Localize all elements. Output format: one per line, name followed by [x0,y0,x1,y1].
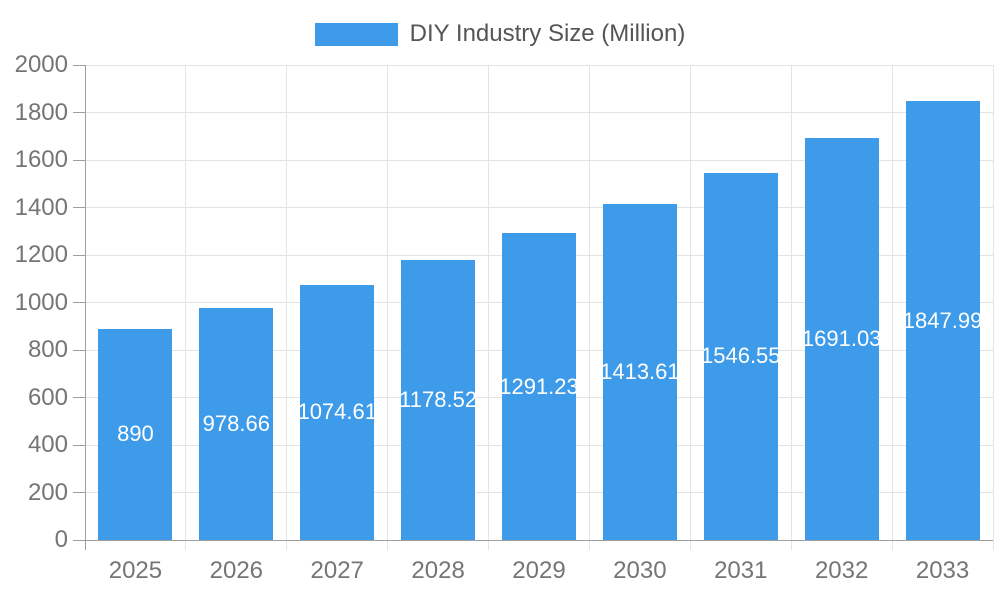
x-axis-label: 2030 [613,557,667,584]
x-gridline [790,65,792,550]
y-axis-label: 400 [27,431,68,458]
y-tick [73,349,85,351]
y-axis-label: 1000 [14,288,68,316]
bar-value-label: 1847.99 [905,307,980,333]
y-axis-label: 800 [27,336,68,363]
y-tick [73,444,85,446]
y-tick [73,159,85,161]
bar-value-label: 1413.61 [602,359,677,385]
x-axis-baseline [73,539,993,541]
y-axis-label: 1200 [14,241,68,268]
y-axis-label: 200 [27,478,68,506]
y-tick [73,492,85,493]
bar[interactable]: 1413.61 [602,204,677,540]
y-tick [73,302,85,303]
bar-value-label: 1691.03 [804,326,879,352]
bar-value-label: 1546.55 [703,343,778,369]
bar-value-label: 1291.23 [502,373,576,399]
x-gridline [588,65,590,550]
bar-value-label: 978.66 [202,410,270,436]
bar[interactable]: 1178.52 [401,260,476,540]
bar-value-label: 1178.52 [401,387,476,413]
bar[interactable]: 1546.55 [703,172,778,540]
y-gridline [85,112,993,113]
y-axis-label: 2000 [14,51,68,78]
bar[interactable]: 1291.23 [502,233,576,540]
bar[interactable]: 1074.61 [300,284,375,540]
y-axis-label: 0 [54,526,68,553]
bar-value-label: 890 [117,421,154,447]
x-axis-label: 2026 [209,557,264,584]
y-gridline [85,207,993,208]
legend-swatch[interactable] [314,22,398,46]
x-gridline [387,65,389,550]
bar[interactable]: 890 [98,328,173,540]
x-axis-label: 2031 [714,557,768,584]
y-tick [73,397,85,398]
x-gridline [992,65,994,550]
y-axis-label: 600 [27,383,68,411]
bar[interactable]: 978.66 [199,307,274,540]
y-gridline [85,64,993,66]
y-axis-label: 1600 [14,146,68,173]
legend-label[interactable]: DIY Industry Size (Million) [409,20,686,47]
x-axis-label: 2029 [512,557,566,584]
x-gridline [286,65,288,550]
x-axis-label: 2033 [915,557,970,584]
y-gridline [85,159,993,161]
x-gridline [689,65,691,550]
x-axis-label: 2032 [814,557,869,584]
x-axis-label: 2025 [108,557,163,584]
bar[interactable]: 1691.03 [804,138,879,540]
bar-value-label: 1074.61 [300,399,375,425]
y-tick [73,207,85,208]
x-gridline [488,65,490,550]
y-axis-label: 1800 [14,98,68,126]
y-tick [73,112,85,113]
y-axis-line [84,65,86,550]
x-axis-label: 2027 [310,557,364,584]
x-gridline [891,65,893,550]
bar[interactable]: 1847.99 [905,101,980,540]
y-axis-label: 1400 [14,193,68,221]
y-tick [73,254,85,256]
x-axis-label: 2028 [411,557,465,584]
x-gridline [185,65,187,550]
y-tick [73,64,85,66]
legend[interactable]: DIY Industry Size (Million) [0,20,1000,48]
